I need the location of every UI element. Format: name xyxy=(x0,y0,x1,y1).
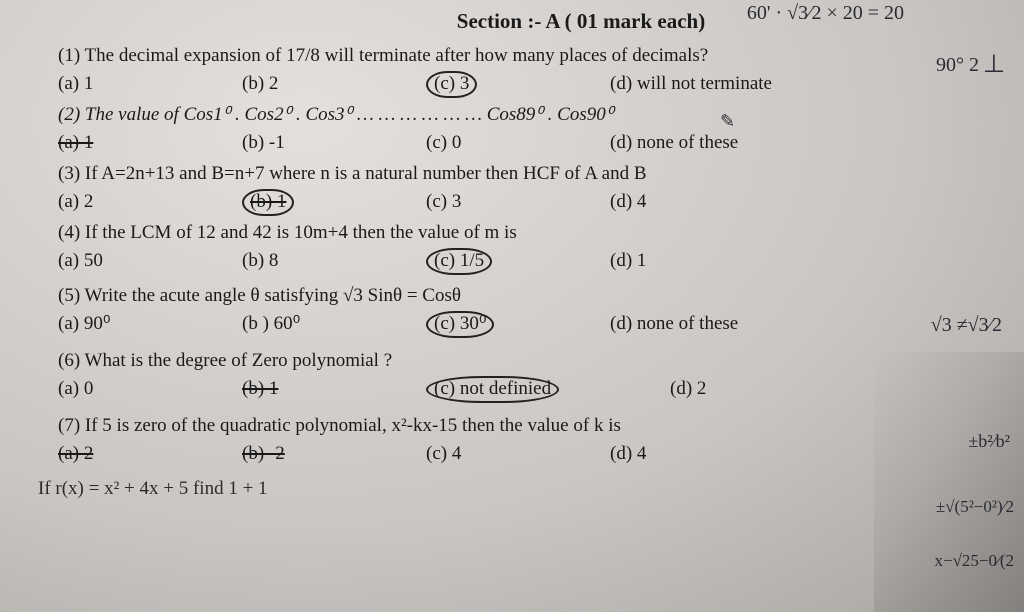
q6-opt-b-struck: (b) 1 xyxy=(242,378,278,399)
question-7: (7) If 5 is zero of the quadratic polyno… xyxy=(36,412,1006,469)
annot-right1: 90° 2 丄 xyxy=(936,54,1004,76)
q4-opt-c-circled: (c) 1/5 xyxy=(426,248,492,275)
q6-opt-b: (b) 1 xyxy=(242,375,426,404)
q7-text: (7) If 5 is zero of the quadratic polyno… xyxy=(36,412,1006,441)
q1-opt-b: (b) 2 xyxy=(242,70,426,99)
question-3: (3) If A=2n+13 and B=n+7 where n is a na… xyxy=(36,160,1006,217)
q4-text: (4) If the LCM of 12 and 42 is 10m+4 the… xyxy=(36,219,1006,248)
q7-opt-b-struck: (b) -2 xyxy=(242,443,285,464)
q7-opt-a: (a) 2 xyxy=(58,440,242,469)
question-2: (2) The value of Cos1⁰ . Cos2⁰ . Cos3⁰ …… xyxy=(36,101,1006,158)
q6-opt-a: (a) 0 xyxy=(58,375,242,404)
q6-opt-d: (d) 2 xyxy=(670,375,854,404)
q3-opt-c: (c) 3 xyxy=(426,188,610,217)
doodle-q2: ✎ xyxy=(720,112,735,132)
q2-opt-a-struck: (a) 1 xyxy=(58,132,93,153)
q1-opt-d: (d) will not terminate xyxy=(610,70,894,99)
question-6: (6) What is the degree of Zero polynomia… xyxy=(36,347,1006,404)
q3-opt-a: (a) 2 xyxy=(58,188,242,217)
q5-opt-d: (d) none of these xyxy=(610,310,894,339)
q2-opt-c: (c) 0 xyxy=(426,129,610,158)
q3-text: (3) If A=2n+13 and B=n+7 where n is a na… xyxy=(36,160,1006,189)
annot-right6: ±b²⁄b² xyxy=(968,432,1010,452)
q1-opt-a: (a) 1 xyxy=(58,70,242,99)
q4-opt-b: (b) 8 xyxy=(242,247,426,276)
q5-opt-a: (a) 90⁰ xyxy=(58,310,242,339)
question-4: (4) If the LCM of 12 and 42 is 10m+4 the… xyxy=(36,219,1006,276)
q5-opt-c-circled: (c) 30⁰ xyxy=(426,311,494,338)
q2-opt-b: (b) -1 xyxy=(242,129,426,158)
q1-text: (1) The decimal expansion of 17/8 will t… xyxy=(36,42,1006,71)
q2-opt-a: (a) 1 xyxy=(58,129,242,158)
q7-opt-b: (b) -2 xyxy=(242,440,426,469)
q3-opt-b: (b) 1 xyxy=(242,188,426,217)
question-1: (1) The decimal expansion of 17/8 will t… xyxy=(36,42,1006,99)
q5-opt-b: (b ) 60⁰ xyxy=(242,310,426,339)
q6-text: (6) What is the degree of Zero polynomia… xyxy=(36,347,1006,376)
question-5: (5) Write the acute angle θ satisfying √… xyxy=(36,282,1006,339)
q1-opt-c-circled: (c) 3 xyxy=(426,71,477,98)
q4-opt-a: (a) 50 xyxy=(58,247,242,276)
q2-opt-d: (d) none of these xyxy=(610,129,894,158)
q5-text: (5) Write the acute angle θ satisfying √… xyxy=(36,282,1006,311)
q2-text: (2) The value of Cos1⁰ . Cos2⁰ . Cos3⁰ …… xyxy=(36,101,1006,130)
q1-opt-c: (c) 3 xyxy=(426,70,610,99)
q7-opt-c: (c) 4 xyxy=(426,440,610,469)
q4-opt-c: (c) 1/5 xyxy=(426,247,610,276)
q6-opt-c: (c) not definied xyxy=(426,375,670,404)
q4-opt-d: (d) 1 xyxy=(610,247,794,276)
q3-opt-d: (d) 4 xyxy=(610,188,794,217)
bottom-cut-line: If r(x) = x² + 4x + 5 find 1 + 1 xyxy=(36,475,1006,504)
q7-opt-d: (d) 4 xyxy=(610,440,794,469)
annot-right7b: x−√25−0⁄(2 xyxy=(934,552,1014,571)
q3-opt-b-marked: (b) 1 xyxy=(242,189,294,216)
q7-opt-a-struck: (a) 2 xyxy=(58,443,93,464)
annot-right5: √3 ≠√3⁄2 xyxy=(931,314,1002,336)
annot-topright: 60' · √3⁄2 × 20 = 20 xyxy=(747,2,904,24)
q6-opt-c-circled: (c) not definied xyxy=(426,376,559,403)
q5-opt-c: (c) 30⁰ xyxy=(426,310,610,339)
